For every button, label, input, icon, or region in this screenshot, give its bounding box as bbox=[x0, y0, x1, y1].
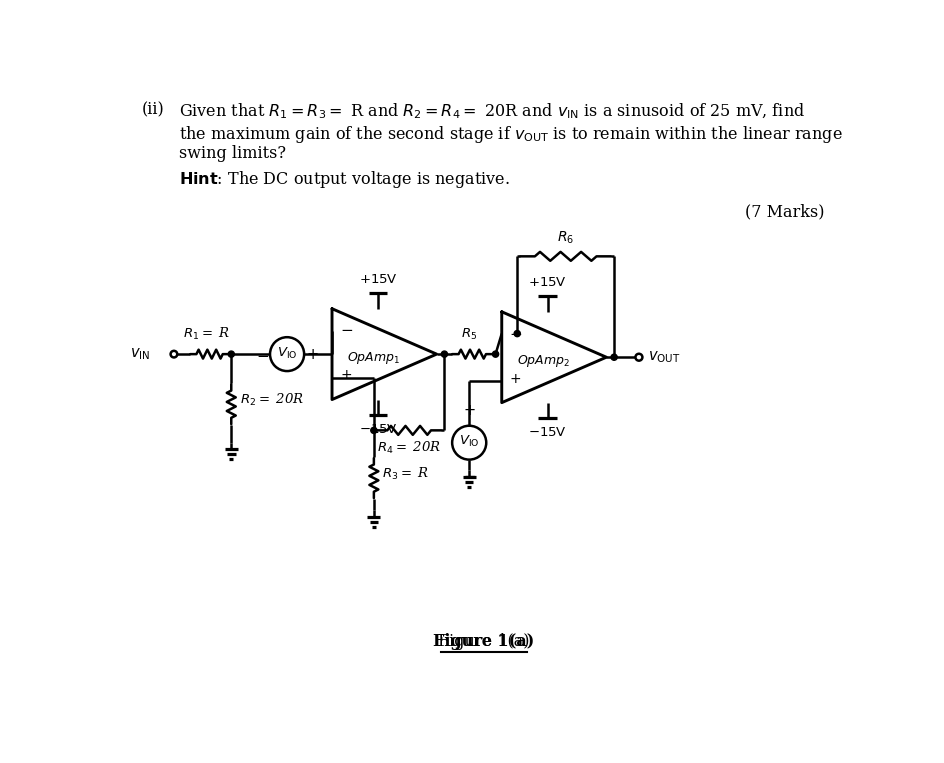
Text: $-15\mathrm{V}$: $-15\mathrm{V}$ bbox=[358, 423, 397, 436]
Text: $+$: $+$ bbox=[509, 372, 521, 385]
Text: $+$: $+$ bbox=[305, 346, 318, 362]
Circle shape bbox=[492, 351, 498, 357]
Text: Figure 1(a): Figure 1(a) bbox=[438, 633, 530, 650]
Text: Figure 1(a): Figure 1(a) bbox=[433, 633, 534, 650]
Text: Given that $R_1 = R_3 =$ R and $R_2 = R_4 =$ 20R and $v_{\mathrm{IN}}$ is a sinu: Given that $R_1 = R_3 =$ R and $R_2 = R_… bbox=[178, 101, 803, 121]
Text: $-$: $-$ bbox=[509, 324, 522, 340]
Text: $-$: $-$ bbox=[256, 346, 269, 362]
Text: (7 Marks): (7 Marks) bbox=[745, 203, 824, 221]
Text: $+15\mathrm{V}$: $+15\mathrm{V}$ bbox=[528, 275, 566, 288]
Text: $R_3=$ R: $R_3=$ R bbox=[382, 466, 430, 482]
Text: $v_\mathrm{OUT}$: $v_\mathrm{OUT}$ bbox=[648, 349, 680, 365]
Text: (ii): (ii) bbox=[142, 101, 164, 118]
Text: $-$: $-$ bbox=[340, 321, 352, 336]
Circle shape bbox=[370, 427, 377, 433]
Circle shape bbox=[514, 330, 520, 336]
Text: $-15\mathrm{V}$: $-15\mathrm{V}$ bbox=[528, 426, 566, 439]
Text: $OpAmp_2$: $OpAmp_2$ bbox=[516, 353, 569, 369]
Text: $R_4=$ 20R: $R_4=$ 20R bbox=[377, 440, 441, 456]
Circle shape bbox=[228, 351, 234, 357]
Text: the maximum gain of the second stage if $v_{\mathrm{OUT}}$ is to remain within t: the maximum gain of the second stage if … bbox=[178, 124, 841, 144]
Text: $v_\mathrm{IN}$: $v_\mathrm{IN}$ bbox=[129, 346, 150, 362]
Text: $\mathbf{Hint}$: The DC output voltage is negative.: $\mathbf{Hint}$: The DC output voltage i… bbox=[178, 169, 509, 189]
Text: $R_1=$ R: $R_1=$ R bbox=[182, 326, 230, 342]
Text: $-$: $-$ bbox=[463, 466, 475, 481]
Circle shape bbox=[611, 354, 616, 360]
Circle shape bbox=[441, 351, 447, 357]
Text: $V_\mathrm{IO}$: $V_\mathrm{IO}$ bbox=[277, 346, 297, 361]
Text: swing limits?: swing limits? bbox=[178, 146, 285, 163]
Text: $+$: $+$ bbox=[463, 403, 475, 418]
Text: $+15\mathrm{V}$: $+15\mathrm{V}$ bbox=[358, 272, 397, 285]
Text: $+$: $+$ bbox=[340, 369, 351, 382]
Text: $R_2=$ 20R: $R_2=$ 20R bbox=[240, 392, 304, 408]
Text: $OpAmp_1$: $OpAmp_1$ bbox=[347, 350, 400, 366]
Text: $V_\mathrm{IO}$: $V_\mathrm{IO}$ bbox=[459, 434, 479, 449]
Text: $R_5$: $R_5$ bbox=[461, 327, 477, 342]
Text: $R_6$: $R_6$ bbox=[557, 229, 574, 246]
